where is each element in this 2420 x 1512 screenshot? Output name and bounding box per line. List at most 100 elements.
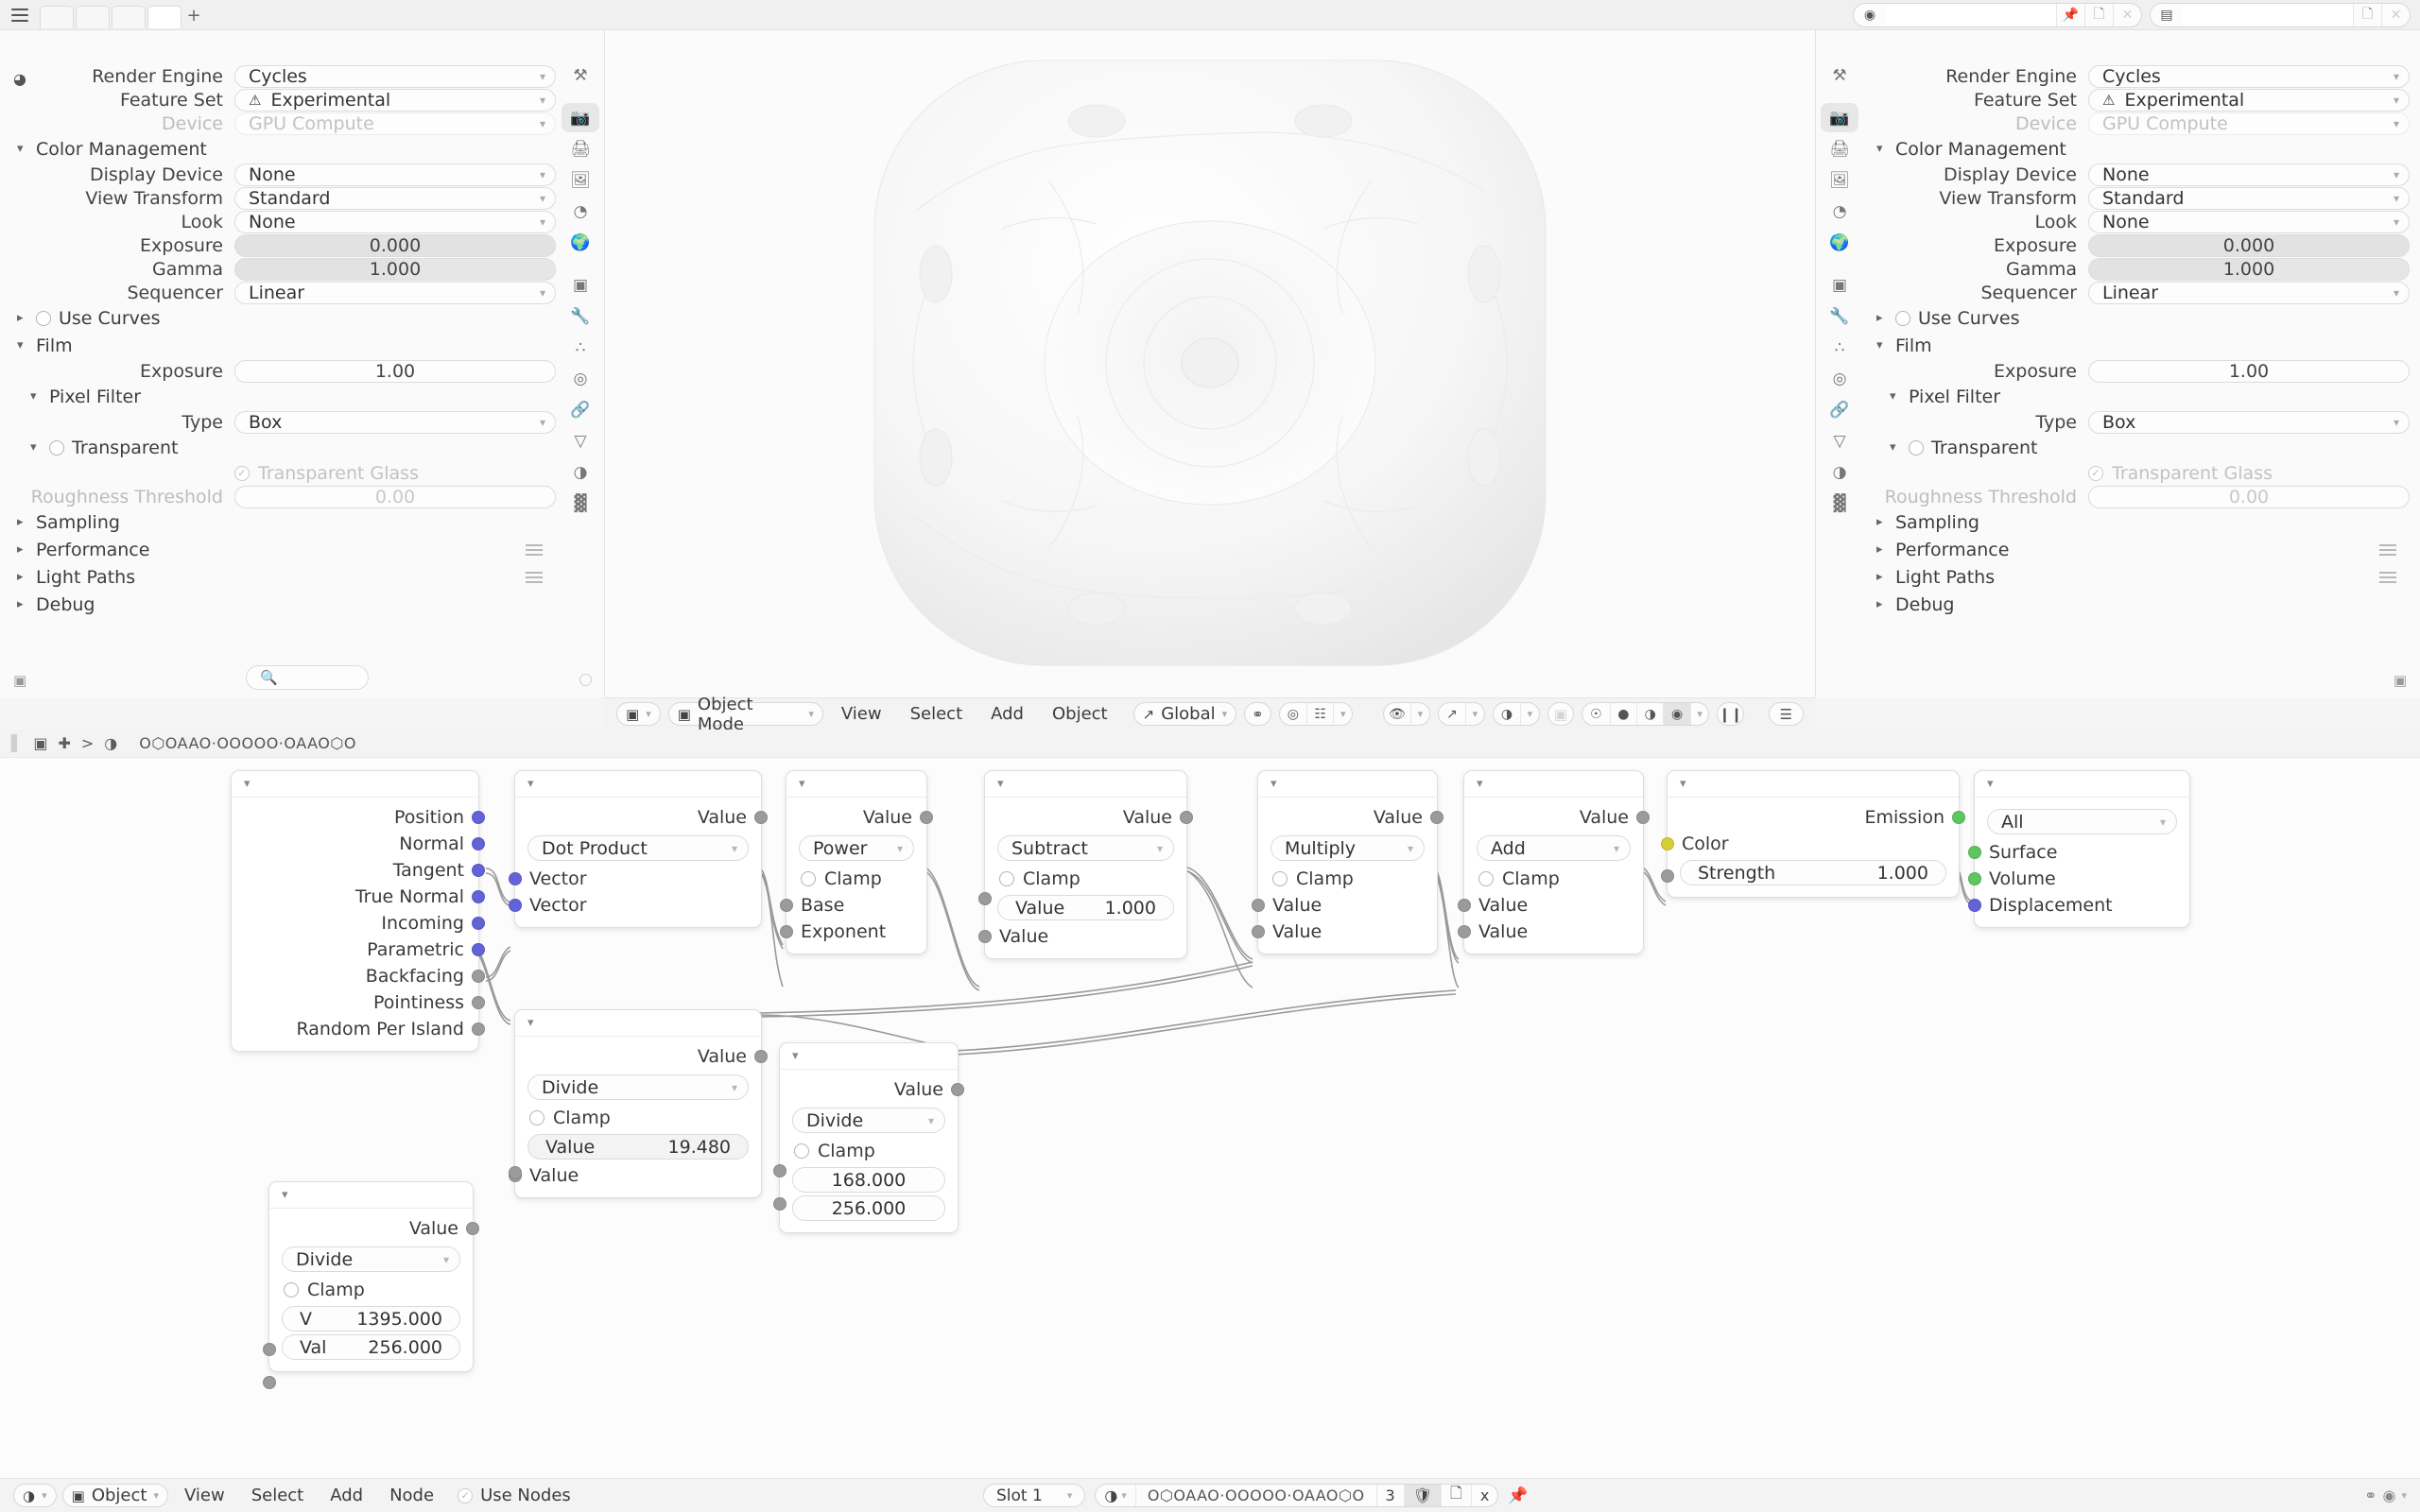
property-section-sampling[interactable]: ▸ Sampling — [1859, 508, 2420, 536]
material-name-field[interactable]: O⬡OAAO·OOOOO·OAAO⬡O — [1147, 1486, 1365, 1504]
socket-val[interactable] — [1430, 811, 1443, 824]
properties-tab-particles[interactable]: ∴ — [562, 333, 599, 362]
node-header[interactable]: ▾ — [786, 771, 926, 798]
clamp-checkbox[interactable] — [999, 871, 1014, 886]
viewport-visibility-group[interactable]: 👁 ▾ — [1382, 702, 1430, 726]
properties-tab-data[interactable]: ▽ — [1821, 426, 1858, 455]
geometry-node[interactable]: ▾ Position Normal Tangent True Normal Incomin… — [231, 770, 485, 1052]
hamburger-icon[interactable] — [9, 5, 30, 24]
node-input-socket-row[interactable]: Color — [1661, 831, 1959, 857]
node-input-socket-row[interactable]: Displacement — [1968, 892, 2189, 919]
options-icon[interactable] — [2379, 543, 2396, 556]
node-clamp-checkbox-row[interactable]: Clamp — [269, 1277, 473, 1303]
chevron-down-icon[interactable]: ▾ — [1520, 703, 1539, 725]
node-value-field[interactable]: Value 1.000 — [997, 895, 1174, 920]
node-input-socket-row[interactable]: Vector — [509, 892, 761, 919]
property-section-film[interactable]: ▾ Film — [1859, 332, 2420, 359]
socket-vec[interactable] — [472, 917, 485, 930]
node-output-socket-row[interactable]: Value — [1258, 804, 1443, 831]
node-operation-selector[interactable]: Divide ▾ — [282, 1246, 460, 1272]
transform-orientation-selector[interactable]: ↗ Global ▾ — [1132, 702, 1237, 726]
node-clamp-checkbox-row[interactable]: Clamp — [1464, 866, 1643, 892]
node-input-socket-row[interactable]: Value — [509, 1162, 761, 1189]
material-datablock-bar[interactable]: ◑ ▾ O⬡OAAO·OOOOO·OAAO⬡O 3 🛡 🗋 x — [1095, 1484, 1499, 1507]
property-section-performance[interactable]: ▸ Performance — [1859, 536, 2420, 563]
node-header[interactable]: ▾ — [269, 1182, 473, 1209]
node-output-socket-row[interactable]: Incoming — [232, 910, 485, 936]
node-value-field[interactable]: Value 19.480 — [527, 1134, 749, 1160]
property-value-feature-set[interactable]: ⚠ Experimental ▾ — [2088, 88, 2410, 112]
property-value-display-device[interactable]: None ▾ — [2088, 163, 2410, 186]
options-icon[interactable] — [2379, 571, 2396, 583]
socket-val[interactable] — [472, 1022, 485, 1036]
socket-val[interactable] — [920, 811, 933, 824]
material-output-node[interactable]: ▾ All ▾ Surface Volume Displacement — [1968, 770, 2190, 928]
socket-vec[interactable] — [472, 864, 485, 877]
node-clamp-checkbox-row[interactable]: Clamp — [786, 866, 926, 892]
node-menu-view[interactable]: View — [183, 1486, 225, 1505]
socket-vec[interactable] — [472, 837, 485, 850]
properties-tab-data[interactable]: ▽ — [562, 426, 599, 455]
close-icon[interactable]: ✕ — [2381, 4, 2410, 26]
shader-node-editor[interactable]: ▾ Position Normal Tangent True Normal Incomin… — [0, 758, 2420, 1478]
chevron-down-icon[interactable]: ▾ — [1477, 777, 1483, 791]
node-output-socket-row[interactable]: Value — [269, 1215, 479, 1242]
overlay-node-icon[interactable]: ◉ — [2382, 1486, 2396, 1504]
node-menu-node[interactable]: Node — [389, 1486, 435, 1505]
socket-val[interactable] — [773, 1164, 786, 1177]
property-value-view-transform[interactable]: Standard ▾ — [234, 186, 556, 210]
node-input-socket-row[interactable]: Value — [1252, 919, 1437, 945]
clamp-checkbox[interactable] — [1272, 871, 1288, 886]
property-value-view-transform[interactable]: Standard ▾ — [2088, 186, 2410, 210]
section-checkbox[interactable] — [1895, 310, 1910, 326]
emission-shader-node[interactable]: ▾ Emission Color Strength 1.000 — [1661, 770, 1965, 898]
chevron-down-icon[interactable]: ▾ — [799, 777, 805, 791]
chevron-down-icon[interactable]: ▾ — [527, 1016, 534, 1030]
socket-shd[interactable] — [1952, 811, 1965, 824]
property-section-film[interactable]: ▾ Film — [0, 332, 567, 359]
property-value-look[interactable]: None ▾ — [234, 210, 556, 233]
socket-val[interactable] — [466, 1222, 479, 1235]
proportional-falloff-icon[interactable]: ☷ — [1306, 703, 1333, 725]
properties-tab-material[interactable]: ◑ — [562, 457, 599, 487]
math-subtract-node[interactable]: ▾ Value Subtract ▾ Clamp Value 1.000 Value — [978, 770, 1193, 959]
socket-col[interactable] — [1661, 837, 1674, 850]
node-value-field[interactable]: Val 256.000 — [282, 1334, 460, 1360]
socket-vec[interactable] — [509, 899, 522, 912]
properties-tab-output[interactable]: 🖨 — [562, 134, 599, 163]
crosshair-icon[interactable]: ✚ — [58, 734, 71, 752]
properties-tab-viewlayer[interactable]: 🖼 — [562, 165, 599, 195]
properties-tab-object[interactable]: ▣ — [562, 270, 599, 300]
pin-icon[interactable]: 📌 — [1508, 1486, 1529, 1505]
properties-tab-viewlayer[interactable]: 🖼 — [1821, 165, 1858, 195]
material-users-count[interactable]: 3 — [1375, 1485, 1404, 1506]
viewport-overlays-group[interactable]: ◑ ▾ — [1492, 702, 1540, 726]
property-section-debug[interactable]: ▸ Debug — [0, 591, 567, 618]
socket-val[interactable] — [472, 996, 485, 1009]
xray-icon[interactable]: ▣ — [1547, 702, 1575, 726]
properties-tab-scene[interactable]: ◔ — [562, 197, 599, 226]
property-slider-exposure[interactable]: 1.00 — [234, 359, 556, 383]
socket-val[interactable] — [951, 1083, 964, 1096]
property-section-use-curves[interactable]: ▸ Use Curves — [0, 304, 567, 332]
math-power-node[interactable]: ▾ Value Power ▾ Clamp Base Exponent — [780, 770, 933, 954]
property-value-render-engine[interactable]: Cycles ▾ — [2088, 64, 2410, 88]
pause-icon[interactable]: ❙❙ — [1717, 702, 1744, 726]
node-operation-selector[interactable]: Add ▾ — [1477, 835, 1631, 861]
node-menu-select[interactable]: Select — [251, 1486, 304, 1505]
node-header[interactable]: ▾ — [515, 771, 761, 798]
socket-shd[interactable] — [1968, 846, 1981, 859]
viewlayer-id-block[interactable]: ▤ 🗋 ✕ — [2150, 3, 2411, 27]
socket-val[interactable] — [1252, 899, 1265, 912]
socket-val[interactable] — [1180, 811, 1193, 824]
properties-tab-modifier[interactable]: 🔧 — [562, 301, 599, 331]
property-section-transparent[interactable]: ▾ Transparent — [0, 434, 567, 461]
node-output-socket-row[interactable]: Value — [515, 1043, 768, 1070]
workspace-tab[interactable] — [40, 6, 74, 28]
node-output-socket-row[interactable]: Position — [232, 804, 485, 831]
editor-type-selector-footer[interactable]: ◑ ▾ — [13, 1484, 57, 1507]
properties-corner-widget-left[interactable]: ▣ — [13, 672, 27, 689]
property-value-sequencer[interactable]: Linear ▾ — [234, 281, 556, 304]
property-slider-gamma[interactable]: 1.000 — [2088, 257, 2410, 281]
node-output-socket-row[interactable]: Tangent — [232, 857, 485, 884]
